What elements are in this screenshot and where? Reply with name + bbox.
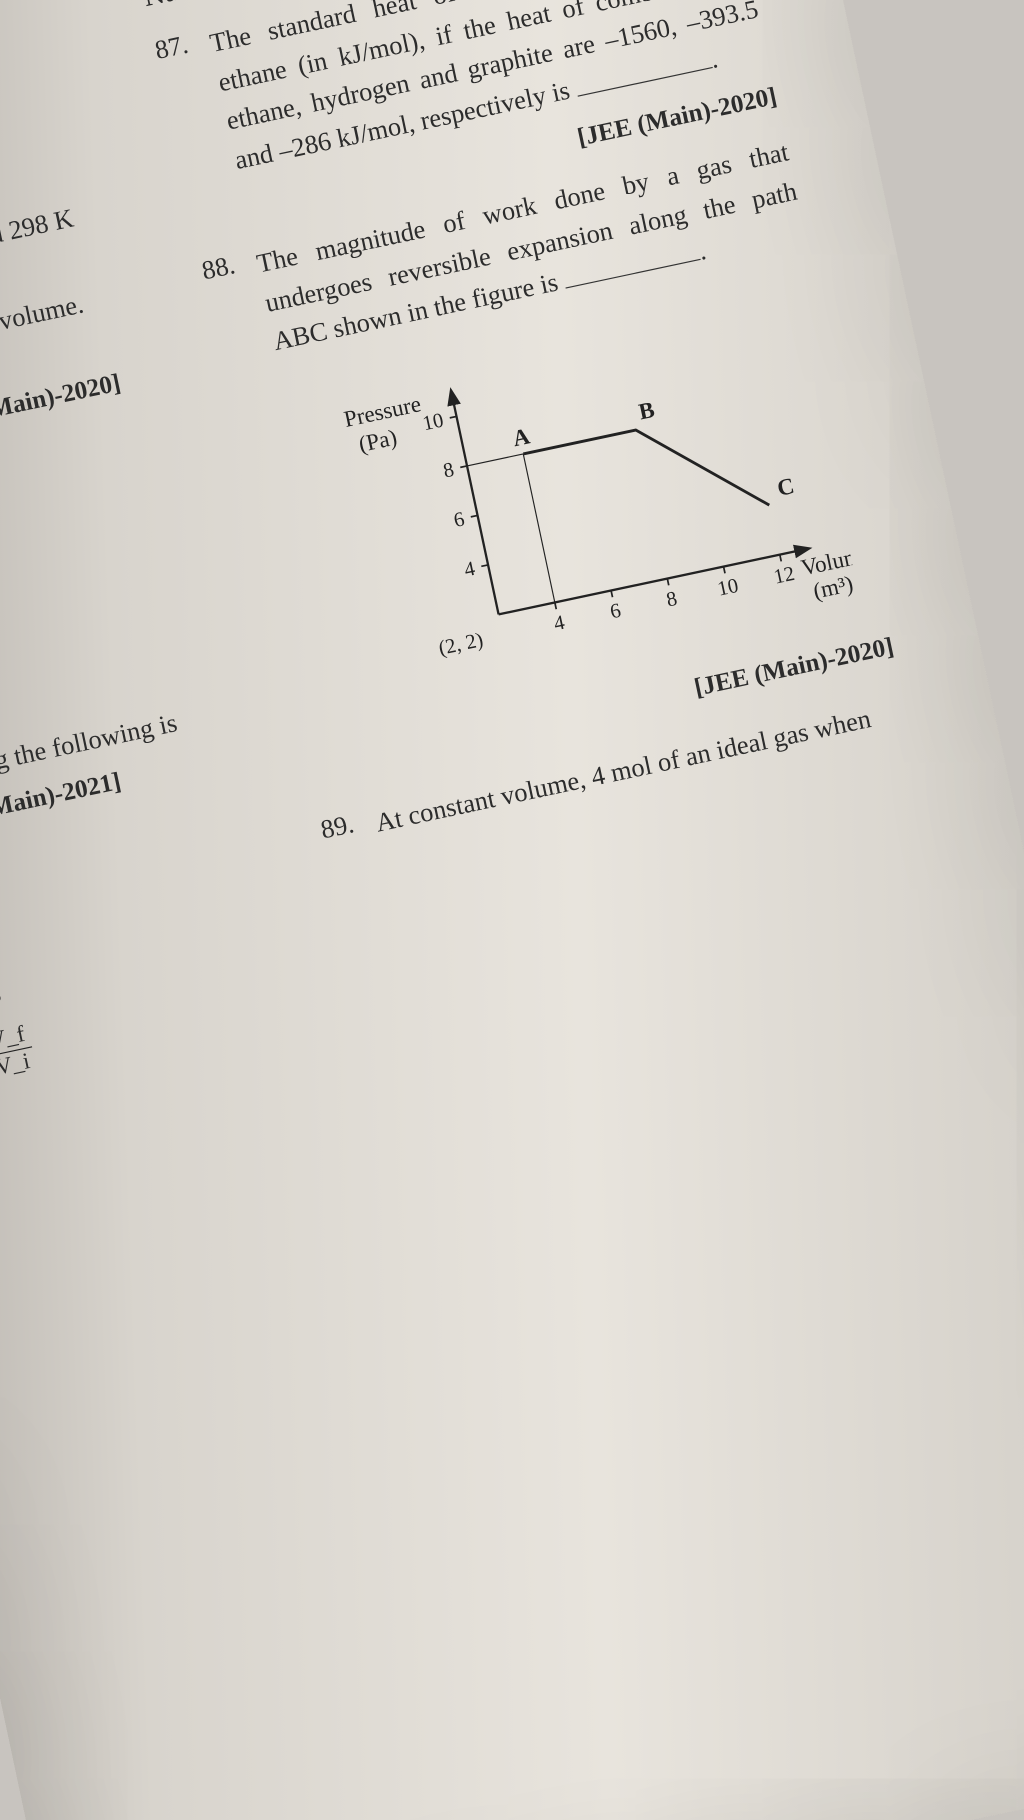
svg-text:6: 6	[452, 508, 467, 532]
fraction: V_f V_i	[0, 1020, 38, 1082]
svg-text:C: C	[775, 472, 796, 500]
question-number: 87.	[152, 26, 208, 66]
fraction-denominator: V_i	[0, 1047, 38, 1082]
svg-text:4: 4	[462, 557, 477, 581]
question-number: 89.	[318, 805, 374, 845]
svg-text:10: 10	[716, 574, 741, 600]
right-column: Numerical Value Based Questions 87. The …	[139, 0, 911, 854]
svg-text:B: B	[636, 396, 656, 424]
svg-text:6: 6	[608, 599, 623, 623]
question-body: At constant volume, 4 mol of an ideal ga…	[372, 691, 911, 843]
svg-text:10: 10	[421, 409, 446, 435]
page: Thermodynamics 47 d (c) and (d) and (d) …	[0, 0, 1024, 1820]
svg-text:8: 8	[441, 458, 456, 482]
svg-text:4: 4	[552, 611, 567, 635]
svg-text:12: 12	[772, 562, 797, 588]
svg-text:8: 8	[664, 587, 679, 611]
svg-text:(2, 2): (2, 2)	[437, 629, 485, 660]
question-number: 88.	[199, 247, 255, 287]
svg-text:A: A	[510, 423, 532, 451]
svg-text:(Pa): (Pa)	[356, 424, 399, 456]
